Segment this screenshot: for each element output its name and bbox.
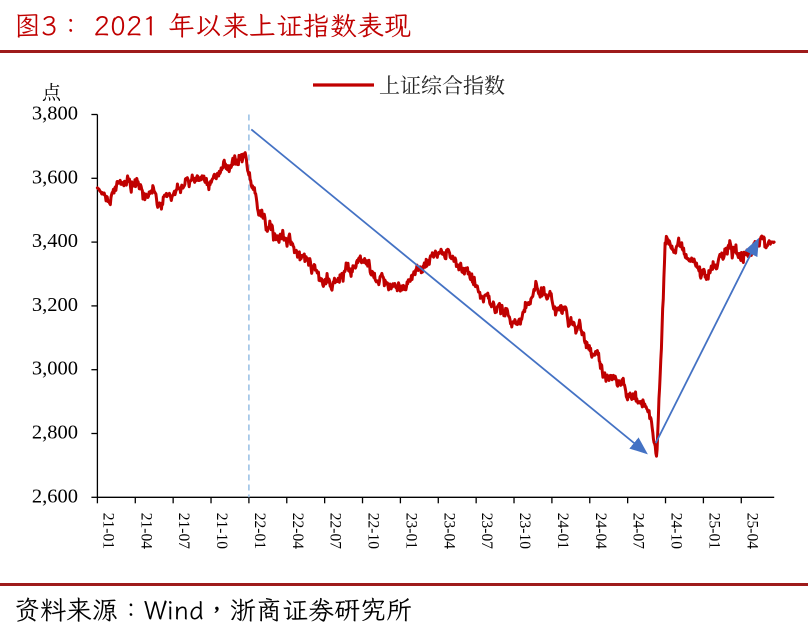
svg-text:25-01: 25-01 [705, 513, 722, 549]
svg-text:22-07: 22-07 [327, 513, 344, 549]
svg-text:24-04: 24-04 [592, 513, 609, 549]
svg-text:23-01: 23-01 [402, 513, 419, 549]
svg-text:21-10: 21-10 [213, 513, 230, 549]
svg-text:3,600: 3,600 [32, 166, 78, 188]
svg-text:24-07: 24-07 [630, 513, 647, 549]
svg-text:点: 点 [42, 78, 62, 105]
svg-text:2,600: 2,600 [32, 485, 78, 507]
svg-text:3,400: 3,400 [32, 230, 78, 252]
svg-text:3,800: 3,800 [32, 103, 78, 125]
svg-text:22-10: 22-10 [365, 513, 382, 549]
svg-text:3,200: 3,200 [32, 294, 78, 316]
svg-text:上证综合指数: 上证综合指数 [379, 70, 505, 100]
svg-text:21-07: 21-07 [175, 513, 192, 549]
svg-text:21-04: 21-04 [137, 513, 154, 549]
svg-text:22-01: 22-01 [251, 513, 268, 549]
svg-text:2,800: 2,800 [32, 422, 78, 444]
svg-text:25-04: 25-04 [743, 513, 760, 549]
svg-text:23-07: 23-07 [478, 513, 495, 549]
svg-text:23-10: 23-10 [516, 513, 533, 549]
svg-text:22-04: 22-04 [289, 513, 306, 549]
svg-text:24-01: 24-01 [554, 513, 571, 549]
svg-text:23-04: 23-04 [440, 513, 457, 549]
svg-text:21-01: 21-01 [99, 513, 116, 549]
svg-text:3,000: 3,000 [32, 358, 78, 380]
svg-text:24-10: 24-10 [668, 513, 685, 549]
